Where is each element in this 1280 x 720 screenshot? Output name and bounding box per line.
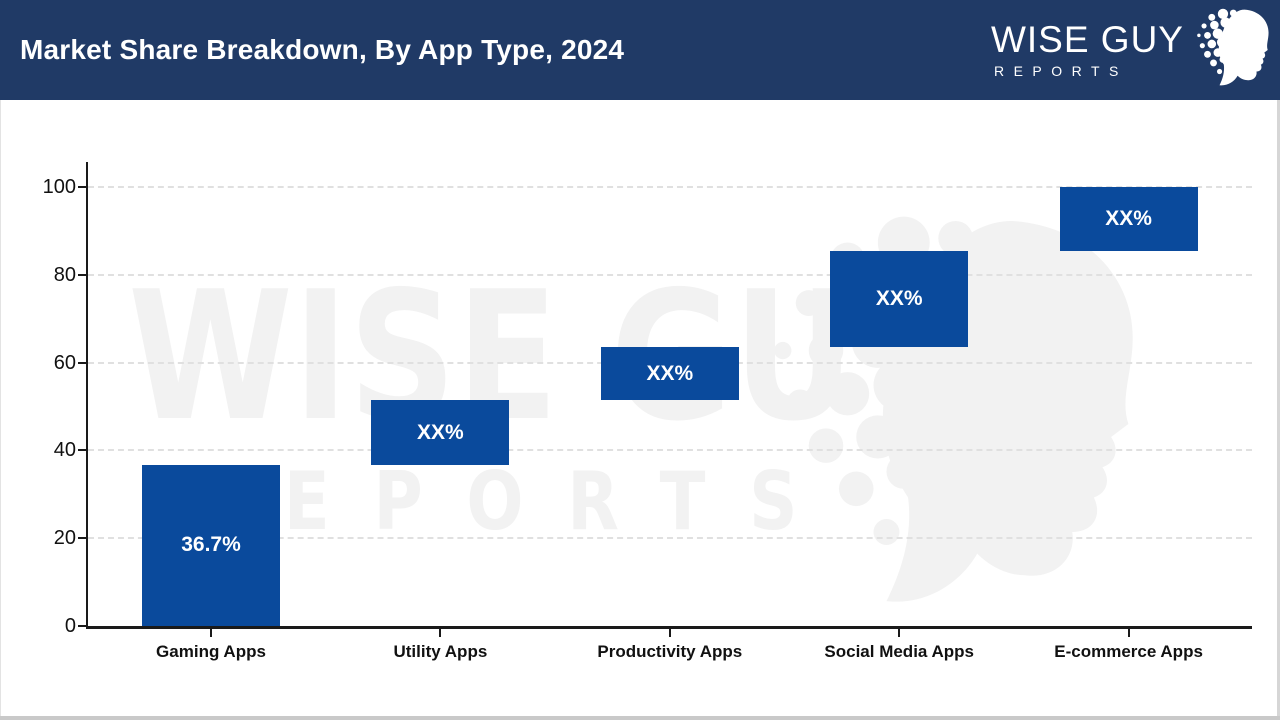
y-tick-label: 100 bbox=[42, 176, 76, 198]
x-axis-tick bbox=[1127, 629, 1130, 637]
gridline bbox=[88, 537, 1252, 540]
y-tick-label: 20 bbox=[53, 527, 76, 550]
brand-face-icon bbox=[1197, 8, 1269, 86]
y-axis-tick bbox=[78, 186, 86, 188]
x-axis-tick bbox=[668, 629, 671, 637]
bar-value-label: XX% bbox=[417, 420, 464, 444]
gridline bbox=[88, 273, 1252, 276]
x-tick-label: E-commerce Apps bbox=[1054, 642, 1203, 661]
page-border-right bbox=[1277, 100, 1280, 720]
y-axis-tick bbox=[78, 625, 86, 627]
bar bbox=[600, 347, 739, 401]
page-border-left bbox=[0, 100, 1, 720]
brand-logo: WISE GUY REPORTS bbox=[991, 0, 1272, 100]
bar bbox=[1059, 187, 1198, 252]
y-axis-tick bbox=[78, 449, 86, 452]
gridline bbox=[88, 186, 1252, 188]
plot-region: 0 20 40 60 80 100 36.7% Gaming Apps XX% Utility A… bbox=[0, 100, 1280, 720]
x-tick-label: Productivity Apps bbox=[597, 642, 743, 661]
y-tick-label: 80 bbox=[53, 263, 76, 286]
page-border-bottom bbox=[0, 716, 1280, 720]
bar-value-label: XX% bbox=[875, 287, 923, 311]
bar-value-label: XX% bbox=[646, 361, 694, 385]
x-axis-tick bbox=[898, 629, 901, 637]
brand-wordmark: WISE GUY bbox=[990, 19, 1184, 60]
bar bbox=[142, 464, 280, 626]
report-header: Market Share Breakdown, By App Type, 202… bbox=[0, 0, 1280, 100]
x-axis-tick bbox=[439, 629, 442, 637]
y-tick-label: 40 bbox=[53, 439, 76, 462]
y-axis-line bbox=[86, 162, 88, 629]
x-axis-line bbox=[86, 626, 1252, 629]
y-axis-tick bbox=[78, 273, 86, 276]
y-axis-tick bbox=[78, 537, 86, 540]
watermark-line2: REPORTS bbox=[188, 455, 842, 548]
bar-value-label: XX% bbox=[1105, 207, 1152, 231]
bar bbox=[371, 400, 510, 465]
gridline bbox=[88, 449, 1252, 452]
bar bbox=[830, 251, 969, 348]
x-tick-label: Gaming Apps bbox=[156, 642, 266, 661]
y-tick-label: 0 bbox=[64, 615, 76, 637]
chart-canvas: WISE GUY REPORTS 0 20 40 60 80 100 36.7% Gaming… bbox=[0, 100, 1280, 720]
x-tick-label: Utility Apps bbox=[393, 642, 488, 661]
brand-subtext: REPORTS bbox=[993, 63, 1128, 79]
x-axis-tick bbox=[210, 629, 212, 637]
y-axis-tick bbox=[78, 361, 86, 364]
page-title: Market Share Breakdown, By App Type, 202… bbox=[20, 34, 625, 65]
y-tick-label: 60 bbox=[53, 351, 76, 374]
x-tick-label: Social Media Apps bbox=[824, 642, 974, 661]
bar-value-label: 36.7% bbox=[181, 533, 241, 557]
brand-logo-text: WISE GUY REPORTS bbox=[991, 21, 1184, 79]
